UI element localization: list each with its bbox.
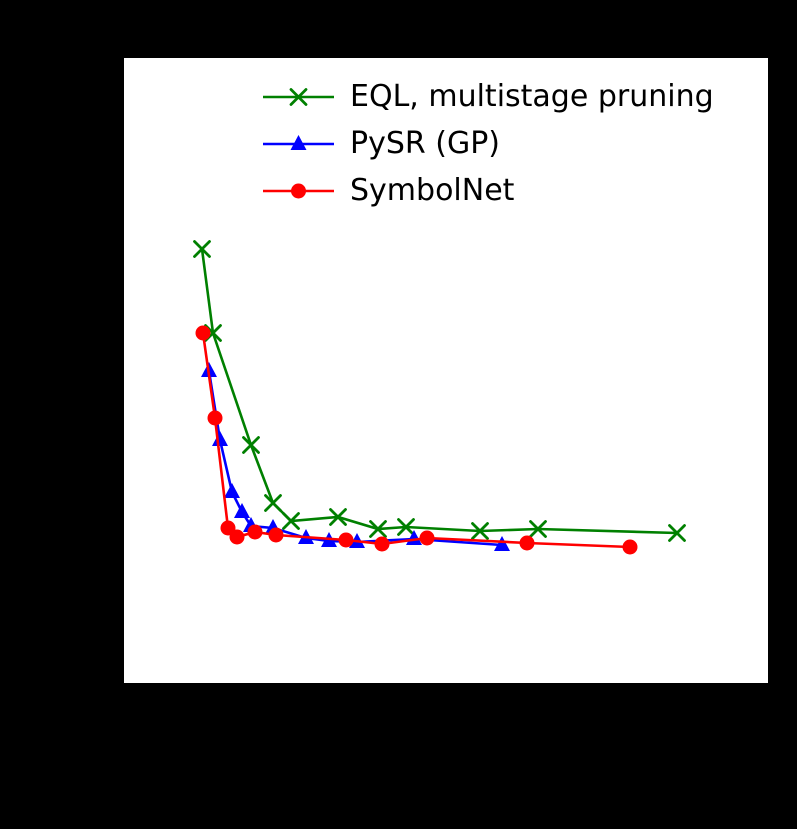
legend-label: SymbolNet bbox=[350, 172, 515, 208]
circle-marker-icon bbox=[263, 183, 334, 198]
x-marker-icon bbox=[263, 87, 334, 106]
legend-item-eql-multistage-pruning: EQL, multistage pruning bbox=[263, 73, 714, 120]
legend-item-pysr-gp: PySR (GP) bbox=[263, 120, 714, 167]
legend: EQL, multistage pruning PySR (GP) Symbol… bbox=[263, 73, 714, 214]
legend-label: PySR (GP) bbox=[350, 125, 501, 161]
triangle-up-marker-icon bbox=[263, 134, 334, 150]
legend-item-symbolnet: SymbolNet bbox=[263, 167, 714, 214]
plot-area bbox=[123, 57, 769, 684]
legend-label: EQL, multistage pruning bbox=[350, 78, 714, 114]
